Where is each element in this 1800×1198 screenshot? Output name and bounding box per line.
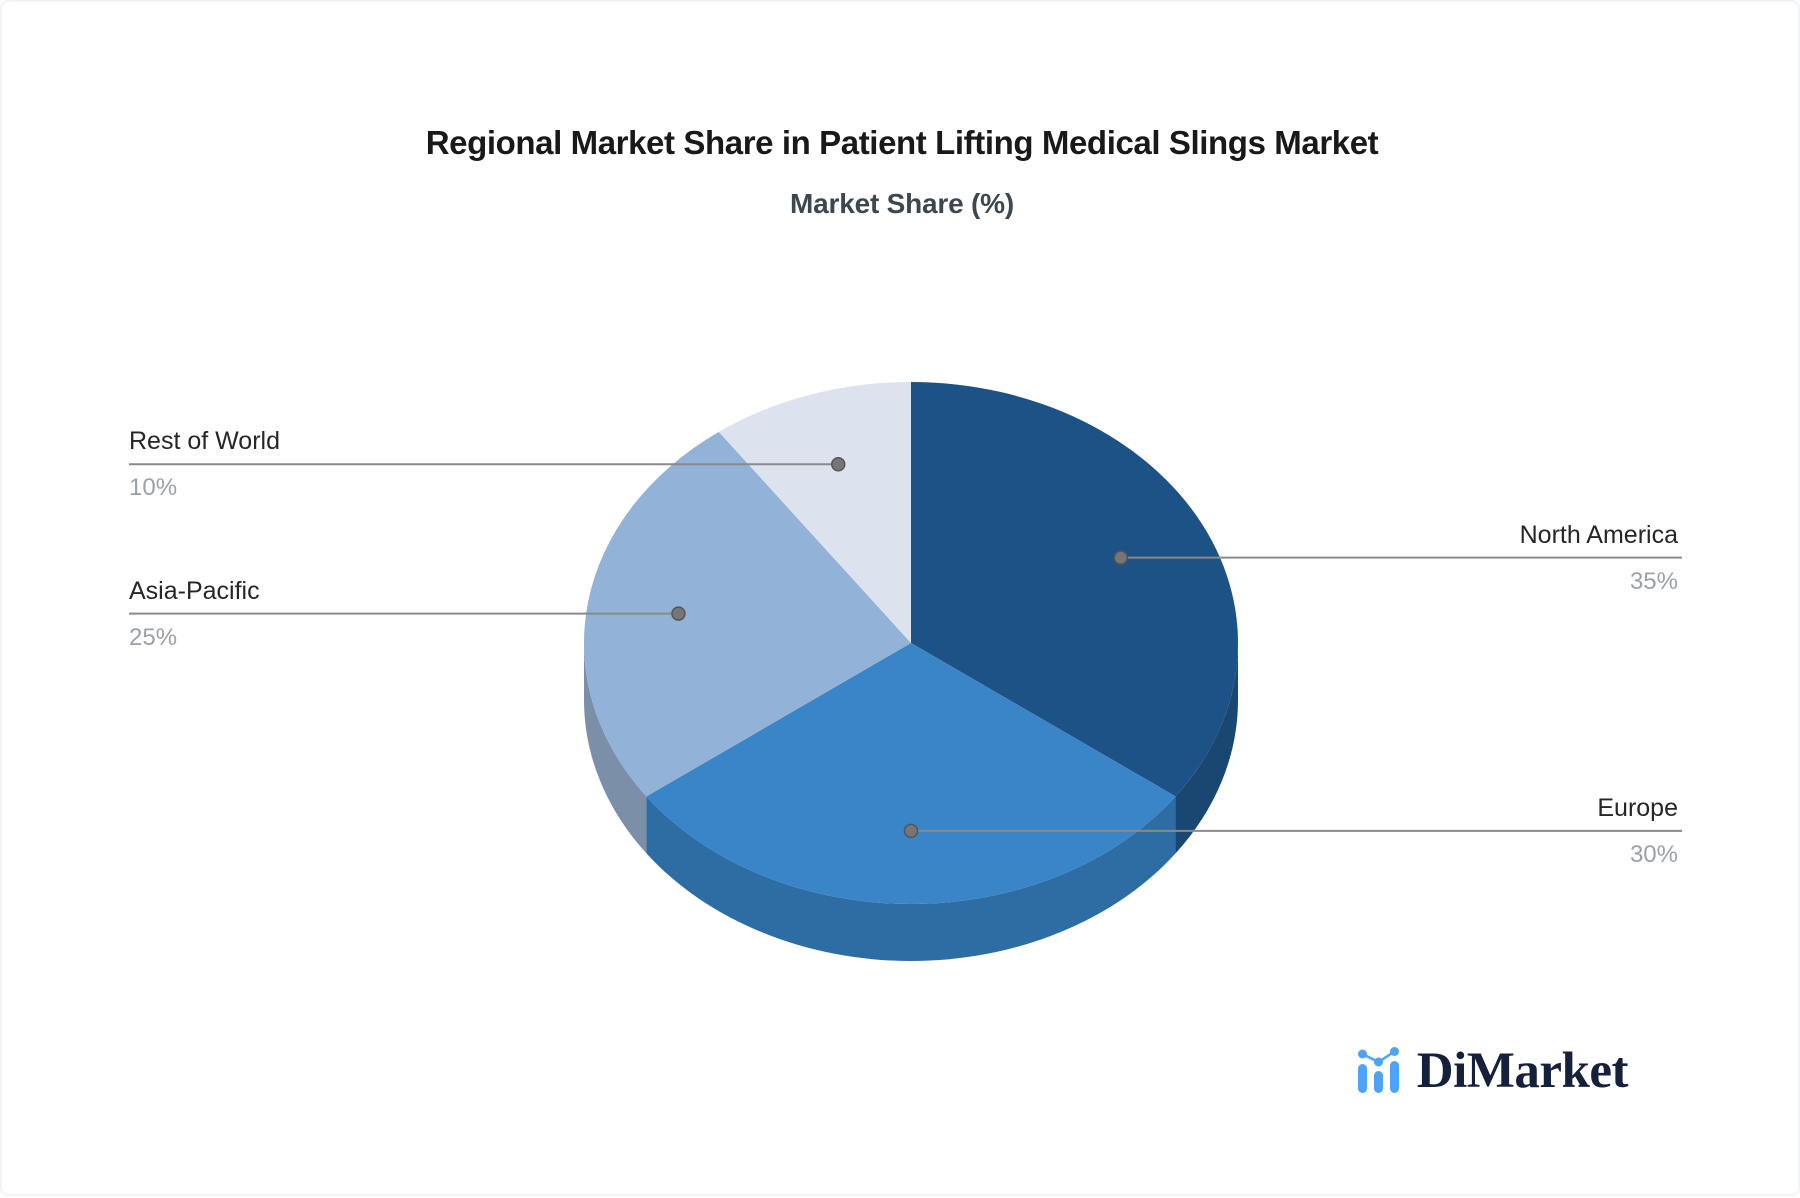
callout-europe: Europe 30% [1158, 793, 1678, 869]
callout-rest-of-world: Rest of World 10% [129, 426, 649, 502]
slice-label: Europe [1597, 793, 1678, 822]
leader-dot-asia-pacific [671, 606, 686, 621]
pie-slice-side-europe [646, 796, 1176, 961]
slice-label: Rest of World [129, 427, 280, 456]
chart-title: Regional Market Share in Patient Lifting… [425, 124, 1379, 161]
bar-chart-logo-icon [1357, 1047, 1399, 1093]
leader-dot-rest-of-world [830, 457, 846, 472]
leader-dot-europe [903, 823, 919, 839]
pie-slice-rest-of-world [718, 382, 911, 643]
pie-slice-side-asia-pacific [584, 643, 647, 854]
callout-north-america: North America 35% [1158, 520, 1678, 596]
slice-percentage: 10% [129, 474, 178, 502]
pie-slice-north-america [911, 382, 1239, 797]
chart-subtitle: Market Share (%) [790, 188, 1014, 219]
slice-percentage: 35% [1629, 567, 1678, 595]
slice-label: Asia-Pacific [129, 576, 260, 605]
pie-slice-asia-pacific [584, 431, 911, 797]
slice-label: North America [1519, 520, 1678, 549]
slice-percentage: 30% [1629, 840, 1678, 868]
logo-text: DiMarket [1416, 1043, 1629, 1100]
pie-slice-side-north-america [1175, 643, 1238, 854]
callout-asia-pacific: Asia-Pacific 25% [129, 576, 649, 652]
leader-dot-north-america [1113, 550, 1129, 565]
slice-percentage: 25% [129, 623, 178, 651]
dimarket-logo: DiMarket [1356, 1043, 1629, 1100]
pie-slice-europe [646, 643, 1176, 905]
